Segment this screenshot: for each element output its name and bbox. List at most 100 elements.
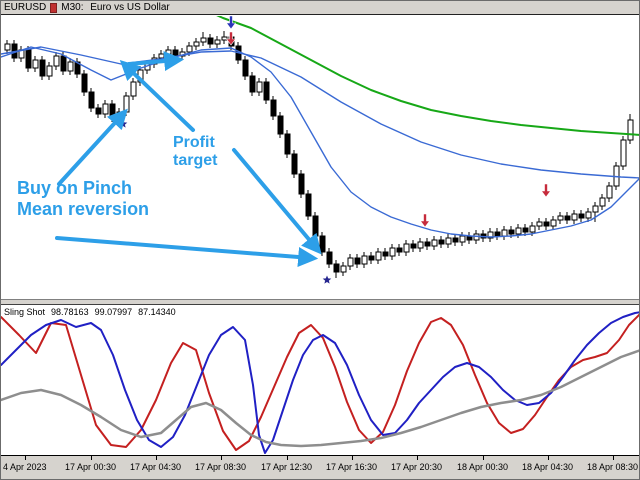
candle (396, 244, 403, 256)
slingshot-gray-line (1, 349, 639, 448)
callout-arrow (57, 108, 128, 186)
annotation-profit-target: Profit target (173, 134, 217, 171)
candle (620, 136, 627, 170)
annotation-text-line: target (173, 152, 218, 170)
ma-blue-slow-line (1, 46, 639, 179)
candle (354, 254, 361, 268)
main-chart-area[interactable]: Profit target Buy on Pinch Mean reversio… (1, 16, 640, 299)
time-label: 18 Apr 08:30 (587, 456, 639, 472)
candle (606, 182, 613, 202)
candle (221, 31, 228, 44)
candle (501, 226, 508, 240)
candle (564, 212, 571, 224)
sub-chart-svg[interactable] (1, 305, 640, 455)
candle (431, 236, 438, 250)
indicator-label: Sling Shot 98.78163 99.07997 87.14340 (4, 307, 176, 317)
candle (319, 232, 326, 256)
candle (347, 254, 354, 270)
star-marker (322, 275, 332, 284)
annotation-text-line: Mean reversion (17, 198, 150, 219)
candle (53, 52, 60, 70)
candle (32, 56, 39, 72)
indicator-subwindow[interactable]: Sling Shot 98.78163 99.07997 87.14340 (1, 305, 640, 456)
candle (585, 208, 592, 222)
candle (298, 170, 305, 198)
candle (361, 252, 368, 268)
candle (18, 46, 25, 62)
candle (326, 248, 333, 268)
callout-arrow (127, 51, 185, 72)
candle (88, 88, 95, 112)
candle (193, 38, 200, 50)
candle (291, 150, 298, 178)
candle (410, 240, 417, 252)
arrow-down-marker (225, 16, 237, 30)
indicator-value-3: 87.14340 (138, 307, 176, 317)
time-label: 17 Apr 04:30 (130, 456, 182, 472)
candle (627, 114, 634, 144)
callout-arrow (232, 148, 322, 255)
candle (39, 56, 46, 80)
candle (270, 96, 277, 120)
candle (102, 100, 109, 118)
candle (403, 240, 410, 256)
annotation-buy-on-pinch: Buy on Pinch Mean reversion (17, 178, 149, 219)
candle (424, 238, 431, 250)
symbol-icon (50, 2, 58, 13)
candle (46, 62, 53, 80)
candle (592, 202, 599, 222)
candle (263, 78, 270, 104)
candle (382, 248, 389, 260)
candle (494, 228, 501, 240)
symbol-name: EURUSD (4, 2, 47, 13)
candle (165, 46, 172, 58)
candle (305, 190, 312, 220)
candle (25, 46, 32, 72)
callout-arrow (119, 60, 195, 132)
time-axis[interactable]: 4 Apr 2023 17 Apr 00:30 17 Apr 04:30 17 … (1, 456, 639, 479)
candle (417, 238, 424, 252)
candle (81, 70, 88, 96)
time-label: 17 Apr 20:30 (391, 456, 443, 472)
ma-green-line (216, 16, 639, 136)
annotation-text-line: Buy on Pinch (17, 178, 133, 198)
candle (333, 260, 340, 278)
candle (438, 236, 445, 248)
window-splitter[interactable] (1, 299, 639, 305)
symbol-description: Euro vs US Dollar (87, 2, 170, 13)
candle (312, 212, 319, 240)
slingshot-red-line (1, 313, 639, 451)
slingshot-blue-line (1, 311, 639, 454)
candle (284, 130, 291, 158)
candle (466, 232, 473, 244)
candle (375, 248, 382, 264)
candle (207, 34, 214, 48)
indicator-value-2: 99.07997 (94, 307, 133, 317)
candle (214, 36, 221, 48)
candle (242, 56, 249, 80)
star-marker (118, 119, 128, 128)
time-label: 17 Apr 12:30 (261, 456, 313, 472)
candle (578, 210, 585, 222)
candle (277, 112, 284, 138)
candle (123, 92, 130, 116)
chart-title-bar[interactable]: EURUSD M30: Euro vs US Dollar (1, 1, 639, 15)
candle (130, 78, 137, 100)
candle (389, 244, 396, 260)
candle (543, 218, 550, 230)
indicator-name: Sling Shot (4, 307, 46, 317)
indicator-value-1: 98.78163 (51, 307, 89, 317)
candle (445, 234, 452, 248)
candle (249, 72, 256, 96)
main-chart-svg[interactable] (1, 16, 640, 299)
candle (4, 40, 11, 54)
candle (200, 32, 207, 46)
time-label: 17 Apr 00:30 (65, 456, 117, 472)
period-label: M30: (61, 2, 84, 13)
time-label: 18 Apr 04:30 (522, 456, 574, 472)
time-label: 4 Apr 2023 (3, 456, 47, 472)
candle (95, 104, 102, 118)
candle (599, 194, 606, 210)
candle (368, 252, 375, 264)
